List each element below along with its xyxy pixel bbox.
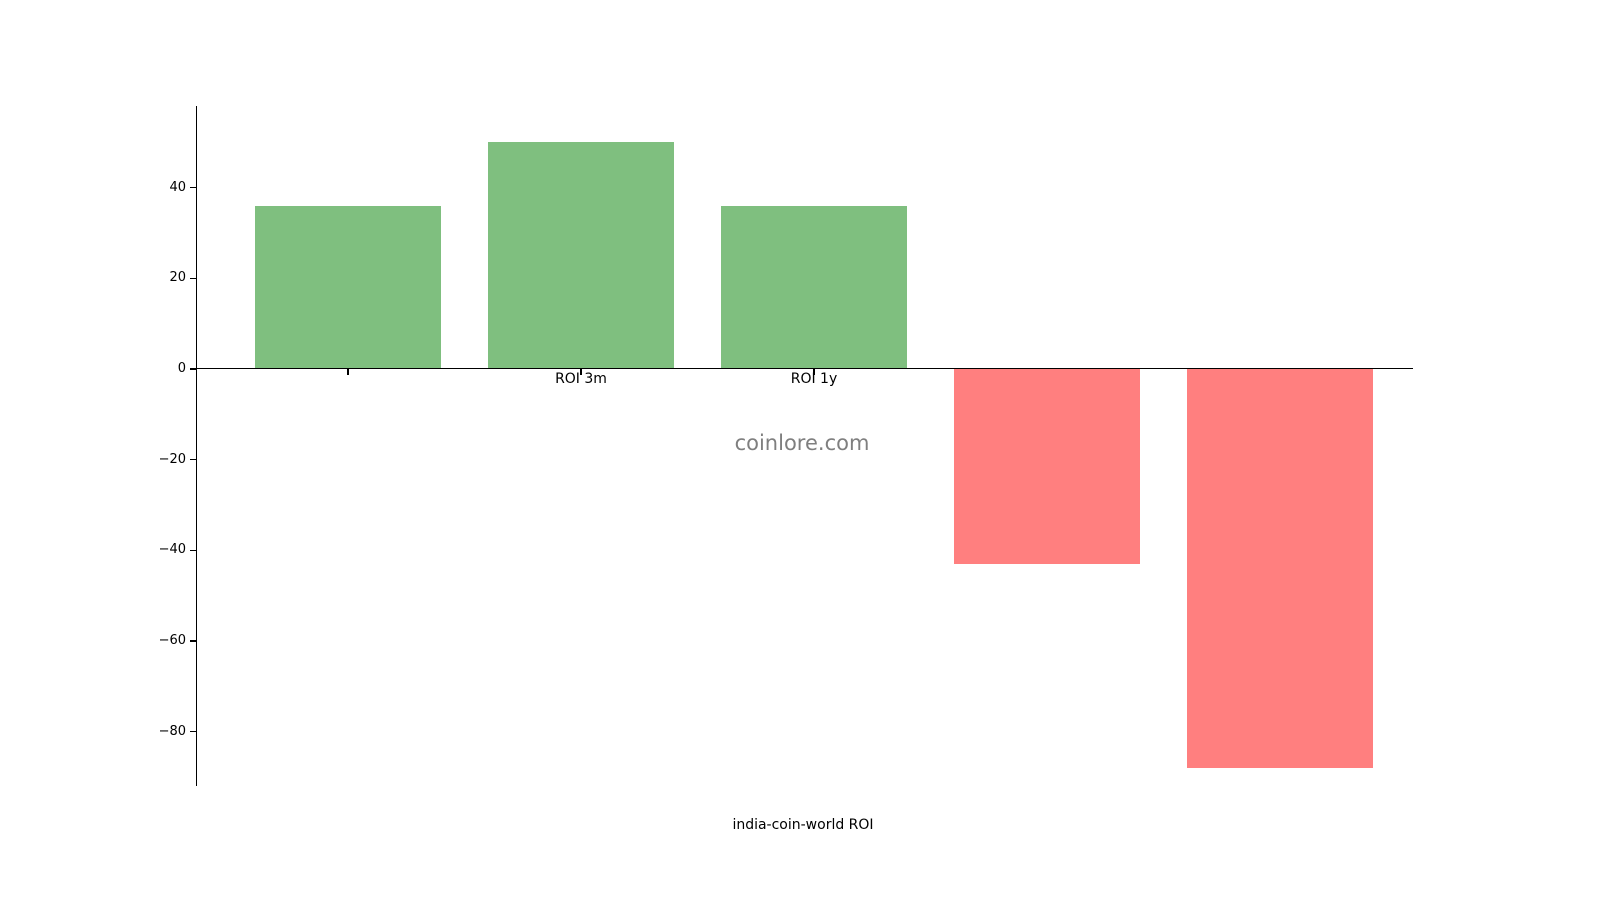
y-tick-mark [190,731,196,733]
x-tick-mark [580,368,582,375]
y-tick-label: −40 [158,542,186,558]
x-tick-label: ROI 3m [555,370,607,387]
y-tick-label: −20 [158,451,186,467]
chart-title: india-coin-world ROI [732,817,874,833]
y-tick-label: 0 [177,360,186,376]
y-tick-mark [190,187,196,189]
x-tick-label: ROI 1y [790,370,838,387]
y-tick-mark [190,549,196,551]
bar-roi-3 [954,368,1140,564]
y-tick-label: −80 [158,723,186,739]
y-tick-label: 40 [169,179,186,195]
x-tick-mark [813,368,815,375]
watermark-text: coinlore.com [734,431,870,455]
y-tick-mark [190,640,196,642]
x-axis-zero-line [196,368,1413,370]
y-tick-label: 20 [169,270,186,286]
y-tick-label: −60 [158,632,186,648]
bar-roi-4 [1187,368,1373,768]
bar-roi-1y [721,205,907,369]
y-tick-mark [190,277,196,279]
bar-roi-0 [255,205,441,369]
x-tick-mark [347,368,349,375]
y-axis-spine [196,106,198,786]
bar-roi-3m [488,142,674,369]
y-tick-mark [190,368,196,370]
y-tick-mark [190,459,196,461]
